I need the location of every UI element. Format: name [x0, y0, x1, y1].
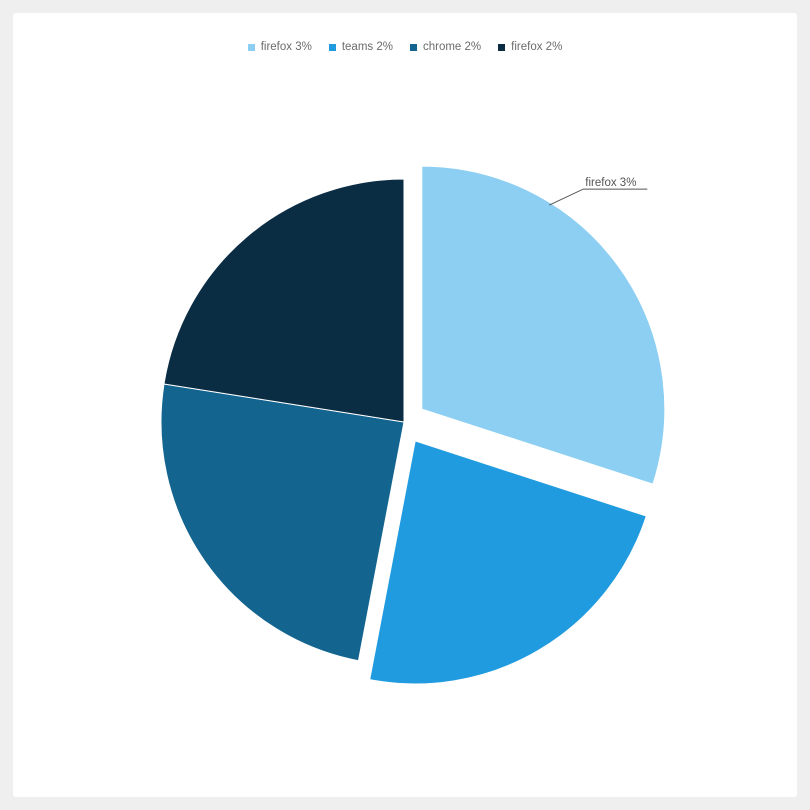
pie-slice[interactable]: [160, 383, 405, 662]
chart-legend: firefox 3% teams 2% chrome 2% firefox 2%: [13, 40, 797, 54]
pie-chart-plot-area: firefox 3%: [13, 13, 797, 797]
legend-item-teams-2[interactable]: teams 2%: [328, 40, 393, 54]
pie-slice[interactable]: [163, 178, 405, 423]
pie-slice[interactable]: [369, 440, 647, 685]
pie-chart-svg: firefox 3%: [160, 165, 666, 685]
pie-slices-group: [160, 165, 666, 685]
legend-item-label: chrome 2%: [422, 41, 482, 53]
legend-item-label: firefox 3%: [260, 41, 312, 53]
legend-item-label: teams 2%: [341, 41, 393, 53]
legend-swatch-icon: [409, 43, 417, 51]
legend-item-label: firefox 2%: [511, 41, 563, 53]
legend-item-firefox-3[interactable]: firefox 3%: [247, 40, 312, 54]
pie-slice[interactable]: [421, 165, 666, 485]
legend-swatch-icon: [328, 43, 336, 51]
legend-swatch-icon: [498, 43, 506, 51]
legend-item-chrome-2[interactable]: chrome 2%: [409, 40, 482, 54]
chart-card: firefox 3% teams 2% chrome 2% firefox 2%…: [13, 13, 797, 797]
pie-callouts-group: firefox 3%: [549, 177, 648, 206]
callout-leader-line: [549, 188, 648, 206]
legend-item-firefox-2[interactable]: firefox 2%: [498, 40, 562, 54]
legend-swatch-icon: [247, 43, 255, 51]
pie-slice-callout-label: firefox 3%: [585, 177, 636, 189]
